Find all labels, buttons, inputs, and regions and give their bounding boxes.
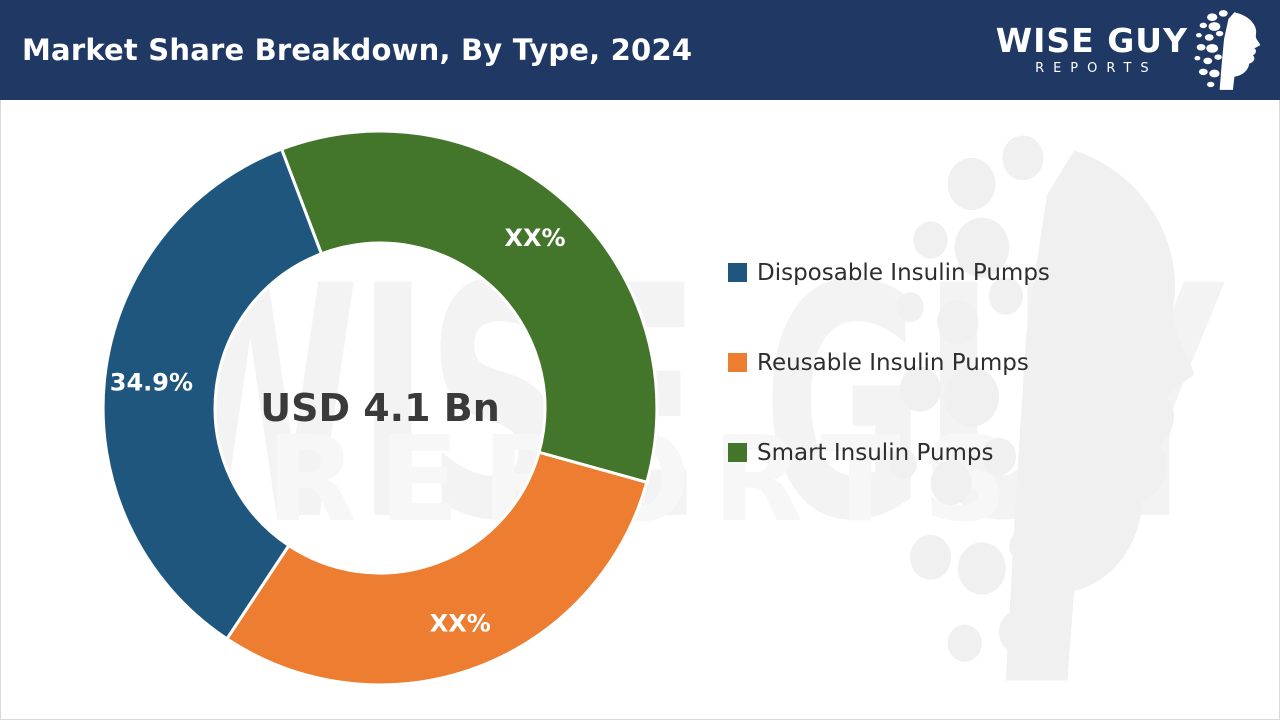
brand-name: WISE GUY: [995, 21, 1188, 61]
brand-subname: REPORTS: [1035, 60, 1158, 76]
legend-label: Smart Insulin Pumps: [757, 439, 994, 466]
legend-item-disposable: Disposable Insulin Pumps: [728, 260, 1050, 286]
header-bar: Market Share Breakdown, By Type, 2024 WI…: [0, 0, 1280, 100]
chart-legend: Disposable Insulin Pumps Reusable Insuli…: [728, 260, 1050, 533]
legend-swatch-orange: [728, 353, 747, 372]
legend-item-reusable: Reusable Insulin Pumps: [728, 350, 1050, 376]
legend-label: Disposable Insulin Pumps: [757, 259, 1050, 286]
legend-label: Reusable Insulin Pumps: [757, 349, 1029, 376]
content-area: WISE GUY REPORTS: [0, 100, 1280, 720]
brand-logo-text: WISE GUY REPORTS: [996, 24, 1188, 76]
legend-swatch-green: [728, 443, 747, 462]
page-title: Market Share Breakdown, By Type, 2024: [22, 33, 693, 67]
legend-item-smart: Smart Insulin Pumps: [728, 440, 1050, 466]
watermark-face-icon: [889, 135, 1194, 681]
face-profile-icon: [1194, 10, 1261, 90]
brand-logo: WISE GUY REPORTS: [996, 8, 1264, 92]
legend-swatch-blue: [728, 263, 747, 282]
